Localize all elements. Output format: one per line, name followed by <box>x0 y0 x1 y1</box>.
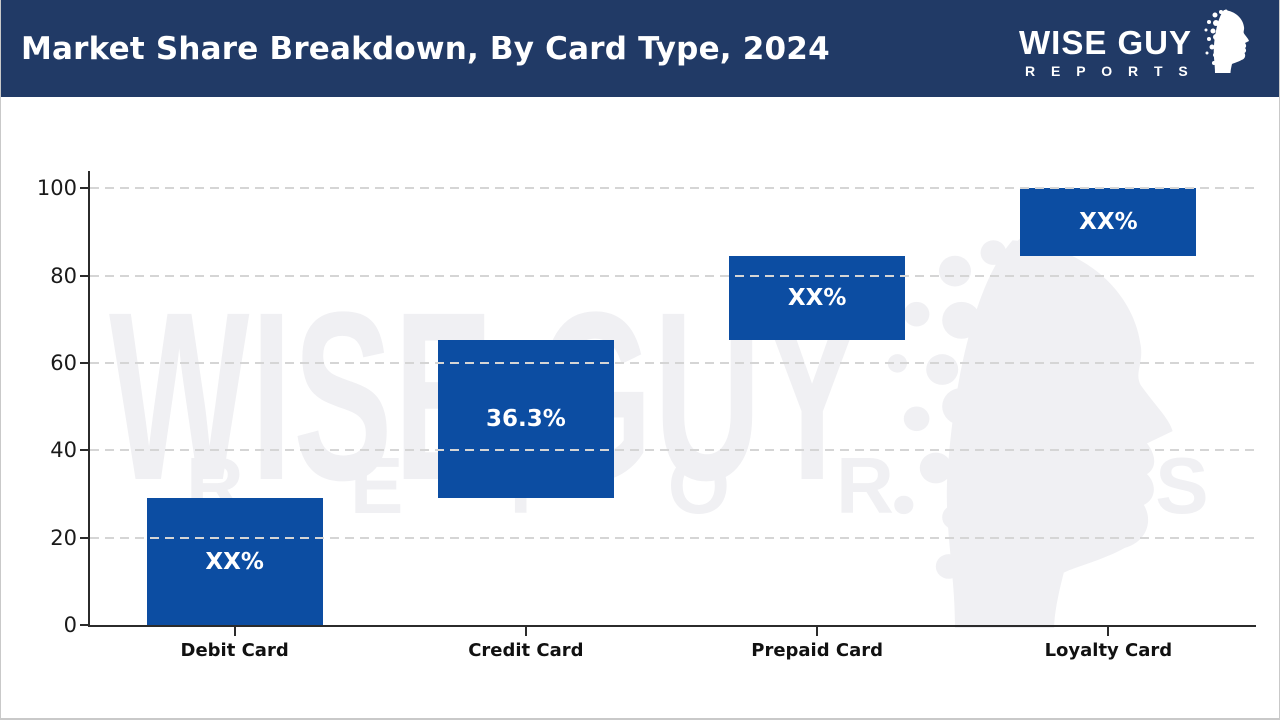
gridline <box>90 449 1254 452</box>
bar-value-label: XX% <box>787 285 847 312</box>
y-tick-label: 0 <box>63 613 77 637</box>
gridline <box>90 536 1254 539</box>
y-tick-mark <box>80 274 89 277</box>
bar-segment <box>437 339 614 499</box>
y-tick-mark <box>80 536 89 539</box>
bar-segment <box>729 256 906 340</box>
page-title: Market Share Breakdown, By Card Type, 20… <box>21 30 830 67</box>
bar-segment <box>146 498 323 625</box>
x-tick-mark <box>524 627 527 636</box>
y-tick-mark <box>80 187 89 190</box>
bar-value-label: 36.3% <box>485 406 566 433</box>
y-tick-label: 20 <box>50 525 77 550</box>
x-category-label: Credit Card <box>468 640 584 661</box>
y-tick-mark <box>80 449 89 452</box>
gridline <box>90 362 1254 365</box>
gridline <box>90 274 1254 277</box>
watermark-head-icon <box>887 237 1173 628</box>
gridline <box>90 187 1254 190</box>
bar-segment <box>1020 188 1197 257</box>
bar-value-label: XX% <box>205 548 264 575</box>
header-bar: Market Share Breakdown, By Card Type, 20… <box>1 0 1279 97</box>
y-tick-label: 40 <box>50 438 77 463</box>
x-category-label: Loyalty Card <box>1044 640 1173 661</box>
y-tick-label: 60 <box>50 351 77 376</box>
y-tick-mark <box>80 624 89 626</box>
logo-wordmark: WISE GUY <box>1019 24 1192 61</box>
logo-head-icon <box>1204 9 1249 73</box>
x-category-label: Debit Card <box>180 640 289 661</box>
y-tick-label: 100 <box>36 176 77 201</box>
x-tick-mark <box>233 627 236 636</box>
x-category-label: Prepaid Card <box>751 640 883 661</box>
y-axis-line <box>88 171 90 627</box>
y-tick-label: 80 <box>50 263 77 288</box>
logo-reports-text: R E P O R T S <box>1025 63 1194 79</box>
y-tick-mark <box>80 362 89 365</box>
bar-value-label: XX% <box>1079 209 1138 236</box>
x-tick-mark <box>816 627 819 636</box>
x-axis-line <box>88 625 1256 627</box>
x-tick-mark <box>1107 627 1110 636</box>
wiseguy-logo: WISE GUY R E P O R T S <box>1019 9 1249 79</box>
